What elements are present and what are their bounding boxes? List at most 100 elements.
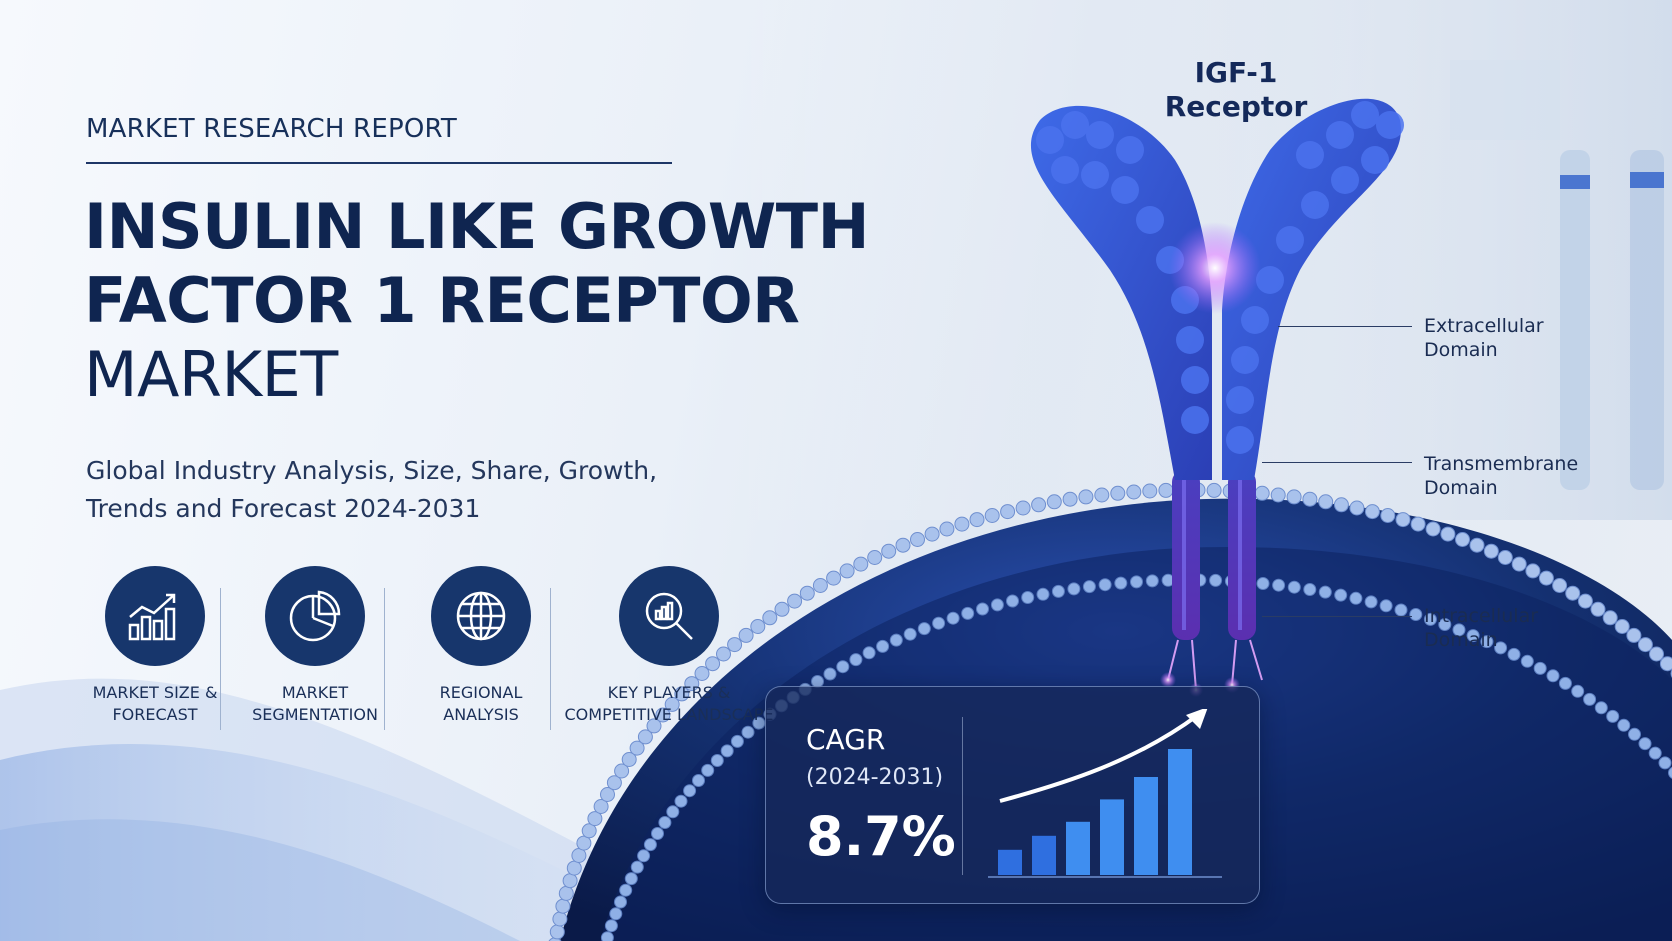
membrane-bead xyxy=(1648,746,1662,760)
feature-label-3b: ANALYSIS xyxy=(443,705,519,724)
membrane-bead xyxy=(1206,482,1222,498)
membrane-bead xyxy=(738,627,754,643)
membrane-bead xyxy=(1015,500,1031,516)
membrane-bead xyxy=(1638,737,1652,751)
membrane-bead xyxy=(1649,646,1664,662)
membrane-bead xyxy=(1520,654,1534,668)
cagr-value: 8.7% xyxy=(806,805,956,868)
growth-bar xyxy=(1168,749,1192,875)
membrane-bead xyxy=(1036,587,1050,601)
feature-label-2b: SEGMENTATION xyxy=(252,705,378,724)
membrane-bead xyxy=(571,848,587,863)
membrane-bead xyxy=(1425,521,1441,537)
protein-knob xyxy=(1086,121,1114,149)
membrane-bead xyxy=(1507,647,1521,661)
membrane-bead xyxy=(741,725,755,739)
membrane-bead xyxy=(600,787,615,802)
protein-knob xyxy=(1376,111,1404,139)
membrane-bead xyxy=(1594,701,1608,715)
membrane-bead xyxy=(1577,593,1593,609)
leader-line xyxy=(1262,616,1412,617)
label-transmembrane-domain: Transmembrane Domain xyxy=(1424,452,1578,500)
subtitle-line-2: Trends and Forecast 2024-2031 xyxy=(86,494,481,523)
membrane-bead xyxy=(1333,497,1349,513)
domain-label-line: Domain xyxy=(1424,629,1498,651)
membrane-bead xyxy=(823,667,837,681)
membrane-bead xyxy=(674,686,690,702)
protein-knob xyxy=(1296,141,1324,169)
membrane-bead xyxy=(606,775,622,791)
membrane-bead xyxy=(692,774,705,787)
protein-knob xyxy=(1351,101,1379,129)
membrane-bead xyxy=(1114,576,1128,590)
growth-bar-graphic xyxy=(988,709,1222,878)
membrane-bead xyxy=(684,676,700,692)
page-title: INSULIN LIKE GROWTH FACTOR 1 RECEPTOR MA… xyxy=(84,190,869,412)
feature-label-4b: COMPETITIVE LANDSCAPE xyxy=(564,705,774,724)
membrane-bead xyxy=(614,763,630,779)
membrane-bead xyxy=(839,563,855,579)
membrane-bead xyxy=(1094,487,1110,503)
membrane-bead xyxy=(646,718,662,734)
membrane-bead xyxy=(1525,563,1541,579)
membrane-bead xyxy=(1287,580,1301,594)
protein-knob xyxy=(1301,191,1329,219)
domain-label-line: Transmembrane xyxy=(1424,453,1579,475)
membrane-bead xyxy=(1130,575,1143,589)
growth-bar xyxy=(998,849,1022,875)
membrane-bead xyxy=(946,611,960,625)
membrane-bead xyxy=(614,895,627,909)
membrane-bead xyxy=(1552,578,1568,593)
membrane-bead xyxy=(762,610,778,626)
membrane-bead xyxy=(961,606,975,620)
membrane-bead xyxy=(1256,577,1270,590)
membrane-bead xyxy=(1272,578,1286,592)
membrane-bead xyxy=(1286,489,1302,505)
membrane-bead xyxy=(1364,595,1378,609)
domain-label-line: Domain xyxy=(1424,339,1498,361)
feature-market-size: MARKET SIZE & FORECAST xyxy=(70,566,240,736)
membrane-bead xyxy=(566,860,582,876)
membrane-bead xyxy=(674,794,688,808)
membrane-bead xyxy=(1668,766,1672,779)
membrane-bead xyxy=(1617,718,1631,732)
feature-label-1a: MARKET SIZE & xyxy=(92,683,218,702)
feature-label-3a: REGIONAL xyxy=(439,683,523,702)
protein-knob xyxy=(1051,156,1079,184)
membrane-bead xyxy=(651,827,664,840)
membrane-bead xyxy=(752,716,766,730)
membrane-bead xyxy=(701,763,715,777)
membrane-bead xyxy=(1658,756,1672,770)
feature-label-1b: FORECAST xyxy=(112,705,198,724)
membrane-bead xyxy=(849,653,863,667)
membrane-bead xyxy=(889,633,903,647)
membrane-bead xyxy=(621,752,637,767)
leader-line xyxy=(1278,326,1412,327)
membrane-bead xyxy=(1303,583,1317,596)
membrane-bead xyxy=(558,885,574,901)
receptor-title: IGF-1 Receptor xyxy=(1146,56,1326,124)
membrane-bead xyxy=(600,931,614,941)
membrane-bead xyxy=(1483,543,1499,559)
membrane-bead xyxy=(629,740,645,756)
membrane-bead xyxy=(730,734,744,748)
report-eyebrow: MARKET RESEARCH REPORT xyxy=(86,114,457,144)
protein-knob xyxy=(1081,161,1109,189)
membrane-bead xyxy=(1494,641,1508,655)
globe-icon xyxy=(431,566,531,666)
protein-knob xyxy=(1181,366,1209,394)
feature-regional: REGIONAL ANALYSIS xyxy=(396,566,566,736)
growth-bar xyxy=(1032,835,1056,875)
membrane-bead xyxy=(1110,485,1126,501)
membrane-bead xyxy=(876,639,890,653)
membrane-bead xyxy=(666,805,680,819)
feature-divider xyxy=(550,588,551,730)
membrane-bead xyxy=(1209,573,1223,587)
membrane-bead xyxy=(1349,591,1363,605)
feature-divider xyxy=(384,588,385,730)
membrane-bead xyxy=(552,911,568,927)
membrane-bead xyxy=(1021,591,1035,604)
feature-key-players: KEY PLAYERS & COMPETITIVE LANDSCAPE xyxy=(564,566,774,736)
membrane-bead xyxy=(1031,497,1047,513)
membrane-bead xyxy=(826,570,842,586)
